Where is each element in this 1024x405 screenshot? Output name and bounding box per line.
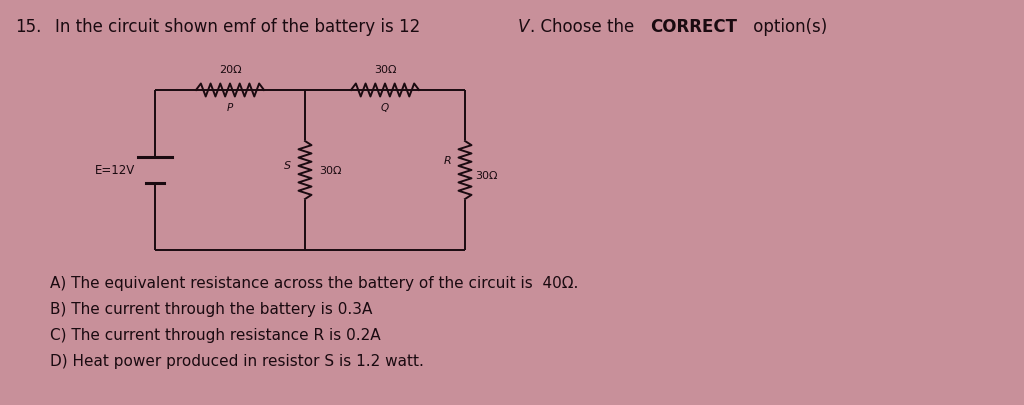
Text: CORRECT: CORRECT [650, 18, 737, 36]
Text: 30Ω: 30Ω [319, 166, 341, 175]
Text: 20Ω: 20Ω [219, 65, 242, 75]
Text: B) The current through the battery is 0.3A: B) The current through the battery is 0.… [50, 301, 373, 316]
Text: 15.: 15. [15, 18, 41, 36]
Text: 30Ω: 30Ω [374, 65, 396, 75]
Text: option(s): option(s) [748, 18, 827, 36]
Text: P: P [227, 103, 233, 113]
Text: V: V [518, 18, 529, 36]
Text: . Choose the: . Choose the [530, 18, 640, 36]
Text: D) Heat power produced in resistor S is 1.2 watt.: D) Heat power produced in resistor S is … [50, 353, 424, 368]
Text: Q: Q [381, 103, 389, 113]
Text: 30Ω: 30Ω [475, 171, 498, 181]
Text: R: R [443, 156, 451, 166]
Text: S: S [284, 161, 291, 171]
Text: C) The current through resistance R is 0.2A: C) The current through resistance R is 0… [50, 327, 381, 342]
Text: A) The equivalent resistance across the battery of the circuit is  40Ω.: A) The equivalent resistance across the … [50, 275, 579, 290]
Text: In the circuit shown emf of the battery is 12: In the circuit shown emf of the battery … [55, 18, 420, 36]
Text: E=12V: E=12V [95, 164, 135, 177]
